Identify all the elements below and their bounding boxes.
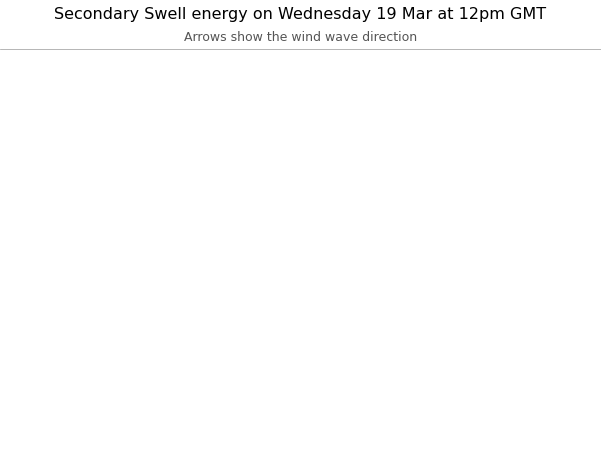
Text: Arrows show the wind wave direction: Arrows show the wind wave direction: [184, 31, 417, 44]
Text: Secondary Swell energy on Wednesday 19 Mar at 12pm GMT: Secondary Swell energy on Wednesday 19 M…: [55, 7, 546, 22]
